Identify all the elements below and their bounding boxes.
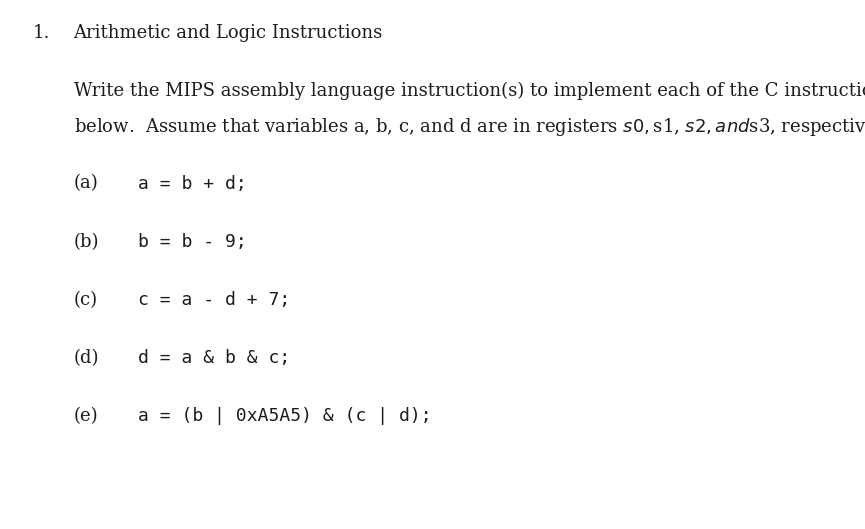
Text: b = b - 9;: b = b - 9; <box>138 233 247 251</box>
Text: (a): (a) <box>74 175 99 193</box>
Text: Arithmetic and Logic Instructions: Arithmetic and Logic Instructions <box>74 24 383 42</box>
Text: Write the MIPS assembly language instruction(s) to implement each of the C instr: Write the MIPS assembly language instruc… <box>74 82 865 100</box>
Text: d = a & b & c;: d = a & b & c; <box>138 349 291 367</box>
Text: (b): (b) <box>74 233 99 251</box>
Text: (c): (c) <box>74 291 98 309</box>
Text: 1.: 1. <box>33 24 50 42</box>
Text: (e): (e) <box>74 407 98 425</box>
Text: a = (b | 0xA5A5) & (c | d);: a = (b | 0xA5A5) & (c | d); <box>138 407 432 425</box>
Text: a = b + d;: a = b + d; <box>138 175 247 193</box>
Text: below.  Assume that variables a, b, c, and d are in registers $s0, $s1, $s2, and: below. Assume that variables a, b, c, an… <box>74 116 865 139</box>
Text: (d): (d) <box>74 349 99 367</box>
Text: c = a - d + 7;: c = a - d + 7; <box>138 291 291 309</box>
